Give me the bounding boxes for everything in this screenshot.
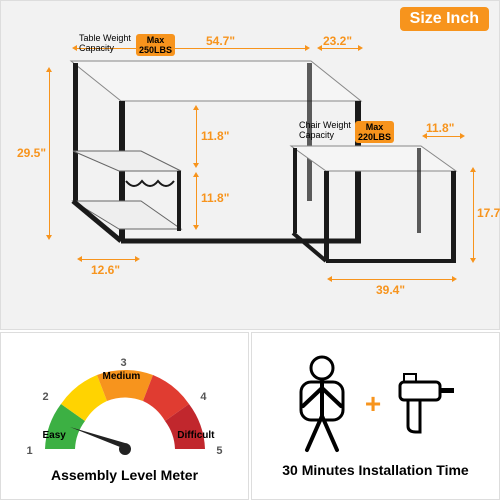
gauge-label-easy: Easy — [43, 430, 66, 441]
dim-shelf-upper: 11.8" — [201, 129, 229, 143]
person-icon — [295, 354, 350, 454]
gauge-num-1: 1 — [27, 445, 33, 457]
install-time-caption: 30 Minutes Installation Time — [282, 462, 468, 478]
dim-arrow — [321, 48, 359, 49]
dim-bench-height: 17.7" — [477, 206, 500, 220]
gauge-num-5: 5 — [216, 445, 222, 457]
dim-bench-depth: 11.8" — [426, 121, 454, 135]
dim-arrow — [49, 71, 50, 236]
table-capacity-badge: Max 250LBS — [136, 34, 175, 56]
dim-arrow — [196, 109, 197, 164]
install-time-panel: + 30 Minutes Installation Time — [251, 332, 500, 500]
assembly-meter-caption: Assembly Level Meter — [51, 467, 198, 483]
plus-icon: + — [365, 388, 381, 420]
chair-capacity-badge: Max 220LBS — [355, 121, 394, 143]
dim-shelf-lower: 11.8" — [201, 191, 229, 205]
table-capacity-label: Table Weight Capacity — [79, 34, 131, 54]
gauge-graphic: 1 2 3 4 5 Easy Medium Difficult — [25, 349, 225, 459]
assembly-meter-panel: 1 2 3 4 5 Easy Medium Difficult Assembly… — [0, 332, 249, 500]
gauge-label-difficult: Difficult — [177, 430, 214, 441]
gauge-label-medium: Medium — [103, 371, 141, 382]
dim-arrow — [196, 176, 197, 226]
gauge-num-3: 3 — [121, 357, 127, 369]
gauge-num-4: 4 — [200, 391, 206, 403]
dim-table-width: 54.7" — [206, 34, 235, 48]
drill-icon — [396, 364, 456, 444]
dim-arrow — [473, 171, 474, 259]
chair-capacity-label: Chair Weight Capacity — [299, 121, 351, 141]
gauge-num-2: 2 — [43, 391, 49, 403]
dim-table-depth: 23.2" — [323, 34, 352, 48]
dim-table-height: 29.5" — [17, 146, 46, 160]
dim-shelf-depth: 12.6" — [91, 263, 120, 277]
dimension-diagram-panel: Size Inch 54.7" 23.2" 29.5" 11.8 — [0, 0, 500, 330]
dim-arrow — [81, 259, 136, 260]
dim-arrow — [331, 279, 453, 280]
dim-arrow — [426, 136, 461, 137]
dim-bench-width: 39.4" — [376, 283, 405, 297]
